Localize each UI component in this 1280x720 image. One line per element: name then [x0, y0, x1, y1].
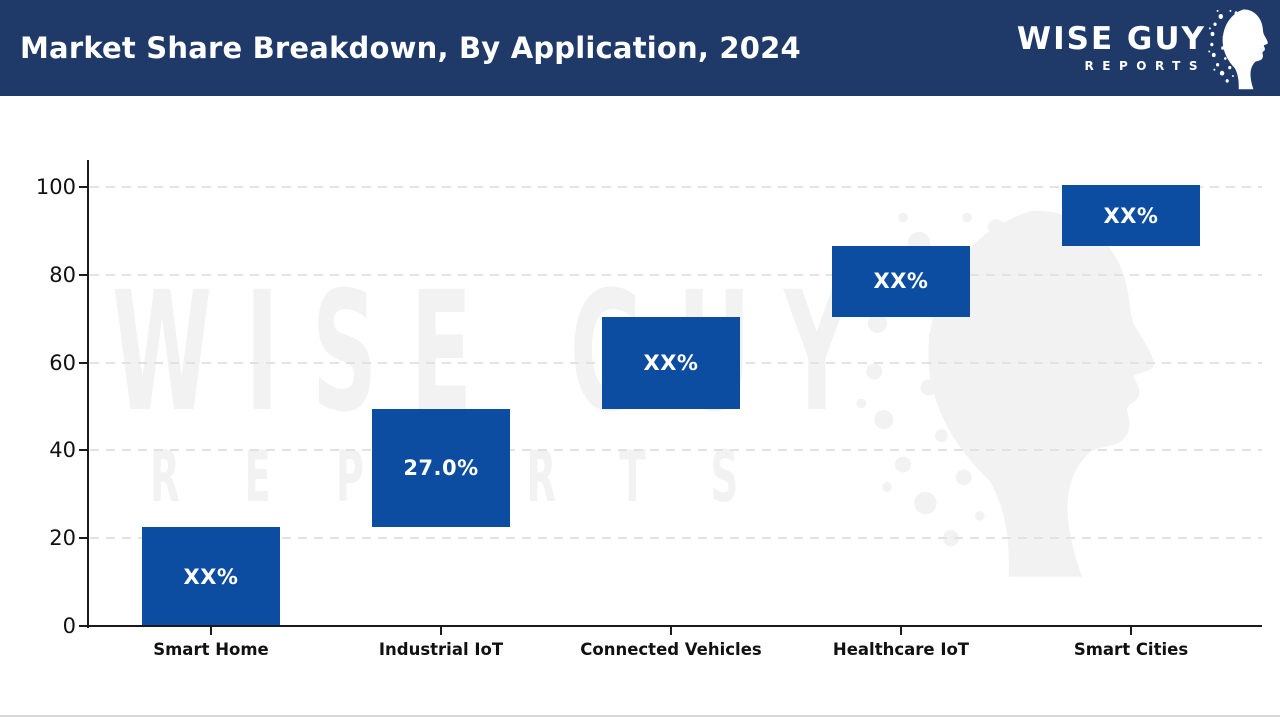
bottom-border: [0, 715, 1280, 717]
y-axis-tick-40: [79, 449, 88, 452]
bar-industrial-iot: 27.0%: [372, 408, 510, 528]
y-axis-tick-80: [79, 273, 88, 276]
x-axis-category-label-connected-vehicles: Connected Vehicles: [580, 640, 762, 659]
bar-value-label-connected-vehicles: XX%: [643, 350, 699, 375]
bar-smart-home: XX%: [142, 527, 280, 626]
x-axis-category-label-healthcare-iot: Healthcare IoT: [832, 640, 970, 659]
logo-wordmark: WISE GUY: [1016, 21, 1206, 57]
x-axis-category-label-smart-cities: Smart Cities: [1073, 640, 1189, 659]
x-axis-tick-industrial-iot: [440, 627, 442, 635]
x-axis-category-label-industrial-iot: Industrial IoT: [378, 640, 504, 659]
y-axis-tick-20: [79, 537, 88, 540]
bar-healthcare-iot: XX%: [832, 245, 970, 317]
y-axis-spine: [87, 160, 89, 628]
logo-subtext: REPORTS: [1084, 59, 1206, 73]
y-axis-tick-label-60: 60: [49, 350, 76, 375]
gridline-80: [90, 273, 1262, 276]
y-axis-tick-100: [79, 186, 88, 188]
x-axis-tick-smart-cities: [1130, 627, 1132, 635]
bar-connected-vehicles: XX%: [602, 316, 740, 409]
bar-value-label-smart-cities: XX%: [1103, 203, 1159, 228]
y-axis-tick-label-80: 80: [49, 262, 76, 287]
x-axis-spine: [87, 625, 1262, 627]
gridline-20: [90, 537, 1262, 540]
y-axis-tick-label-20: 20: [49, 526, 76, 551]
x-axis-tick-connected-vehicles: [670, 627, 672, 635]
y-axis-tick-label-100: 100: [35, 175, 76, 199]
logo-text: WISE GUY REPORTS: [1017, 22, 1206, 74]
y-axis-tick-label-40: 40: [49, 438, 76, 463]
y-axis-tick-0: [79, 625, 88, 627]
header: Market Share Breakdown, By Application, …: [0, 0, 1280, 96]
brand-logo: WISE GUY REPORTS: [1017, 2, 1272, 94]
bar-value-label-healthcare-iot: XX%: [873, 269, 929, 294]
gridline-40: [90, 449, 1262, 452]
y-axis-tick-label-0: 0: [62, 614, 76, 638]
gridline-100: [90, 186, 1262, 188]
y-axis-tick-60: [79, 361, 88, 364]
x-axis-tick-smart-home: [210, 627, 212, 635]
bar-value-label-industrial-iot: 27.0%: [403, 455, 479, 480]
x-axis-category-label-smart-home: Smart Home: [153, 640, 269, 659]
logo-head-icon: [1208, 9, 1268, 90]
bar-value-label-smart-home: XX%: [183, 564, 239, 589]
page-title: Market Share Breakdown, By Application, …: [20, 31, 801, 65]
bar-smart-cities: XX%: [1062, 185, 1200, 246]
x-axis-tick-healthcare-iot: [900, 627, 902, 635]
